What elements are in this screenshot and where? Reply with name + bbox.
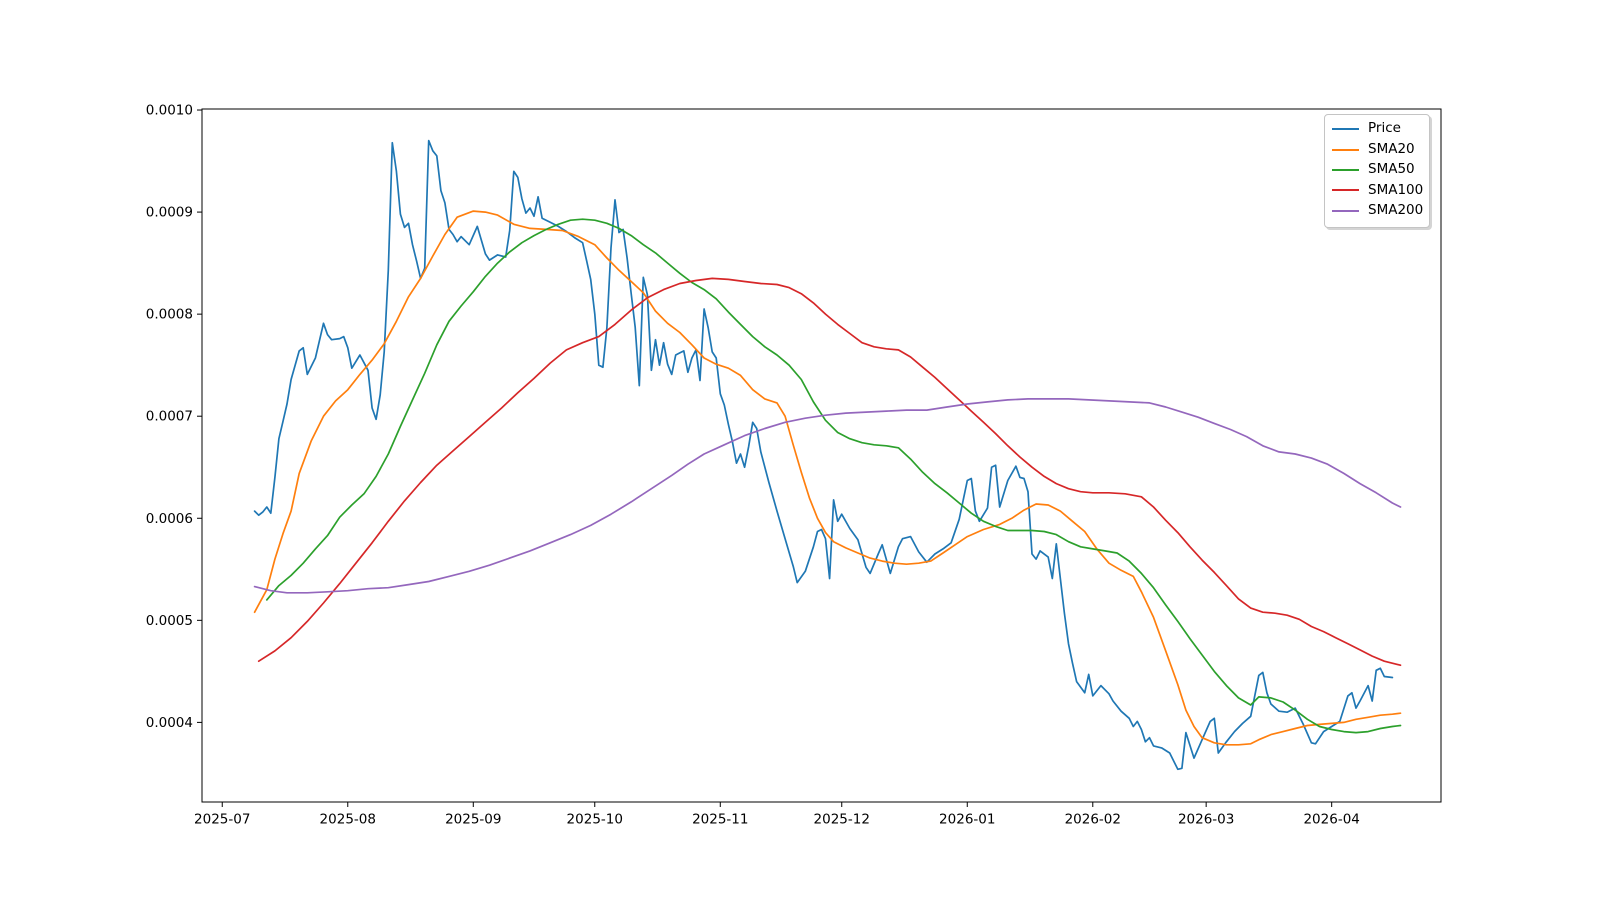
legend-label: SMA200 xyxy=(1368,202,1424,218)
legend-item-sma200: SMA200 xyxy=(1332,201,1424,221)
x-axis-tick-label: 2026-03 xyxy=(1178,812,1234,828)
x-axis-tick-label: 2025-12 xyxy=(814,812,870,828)
x-axis-tick-label: 2026-01 xyxy=(939,812,995,828)
x-axis-tick-label: 2025-07 xyxy=(194,812,250,828)
legend-label: Price xyxy=(1368,120,1401,137)
y-axis-tick-label: 0.0010 xyxy=(146,103,193,119)
y-axis-tick-label: 0.0006 xyxy=(146,511,193,527)
x-axis-tick-label: 2025-11 xyxy=(692,812,748,828)
y-axis-tick-label: 0.0007 xyxy=(146,409,193,425)
series-line-sma20 xyxy=(253,210,1402,746)
legend-label: SMA20 xyxy=(1368,140,1415,157)
legend-item-price: Price xyxy=(1332,119,1421,139)
x-axis-tick-label: 2026-02 xyxy=(1065,812,1121,828)
x-axis-tick-label: 2026-04 xyxy=(1303,812,1359,828)
legend-item-sma50: SMA50 xyxy=(1332,160,1421,180)
series-line-price xyxy=(253,139,1394,771)
legend-line-swatch xyxy=(1332,209,1359,212)
axes-spines xyxy=(201,108,1442,803)
legend-line-swatch xyxy=(1332,168,1359,171)
legend-line-swatch xyxy=(1332,189,1359,192)
y-axis-tick-label: 0.0009 xyxy=(146,205,193,221)
series-line-sma200 xyxy=(253,398,1402,594)
legend-item-sma20: SMA20 xyxy=(1332,139,1421,159)
legend: Price SMA20 SMA50 SMA100 SMA200 xyxy=(1324,114,1430,228)
y-axis-tick-label: 0.0005 xyxy=(146,613,193,629)
legend-item-sma100: SMA100 xyxy=(1332,180,1424,200)
legend-label: SMA100 xyxy=(1368,181,1424,198)
legend-label: SMA50 xyxy=(1368,161,1415,178)
legend-line-swatch xyxy=(1332,128,1359,131)
y-axis-tick-label: 0.0004 xyxy=(146,715,193,731)
x-axis-tick-label: 2025-08 xyxy=(320,812,376,828)
y-axis-tick-label: 0.0008 xyxy=(146,307,193,323)
series-line-sma50 xyxy=(265,218,1402,734)
series-line-sma100 xyxy=(257,277,1402,667)
legend-line-swatch xyxy=(1332,148,1359,151)
x-axis-tick-label: 2025-10 xyxy=(567,812,623,828)
x-axis-tick-label: 2025-09 xyxy=(445,812,501,828)
